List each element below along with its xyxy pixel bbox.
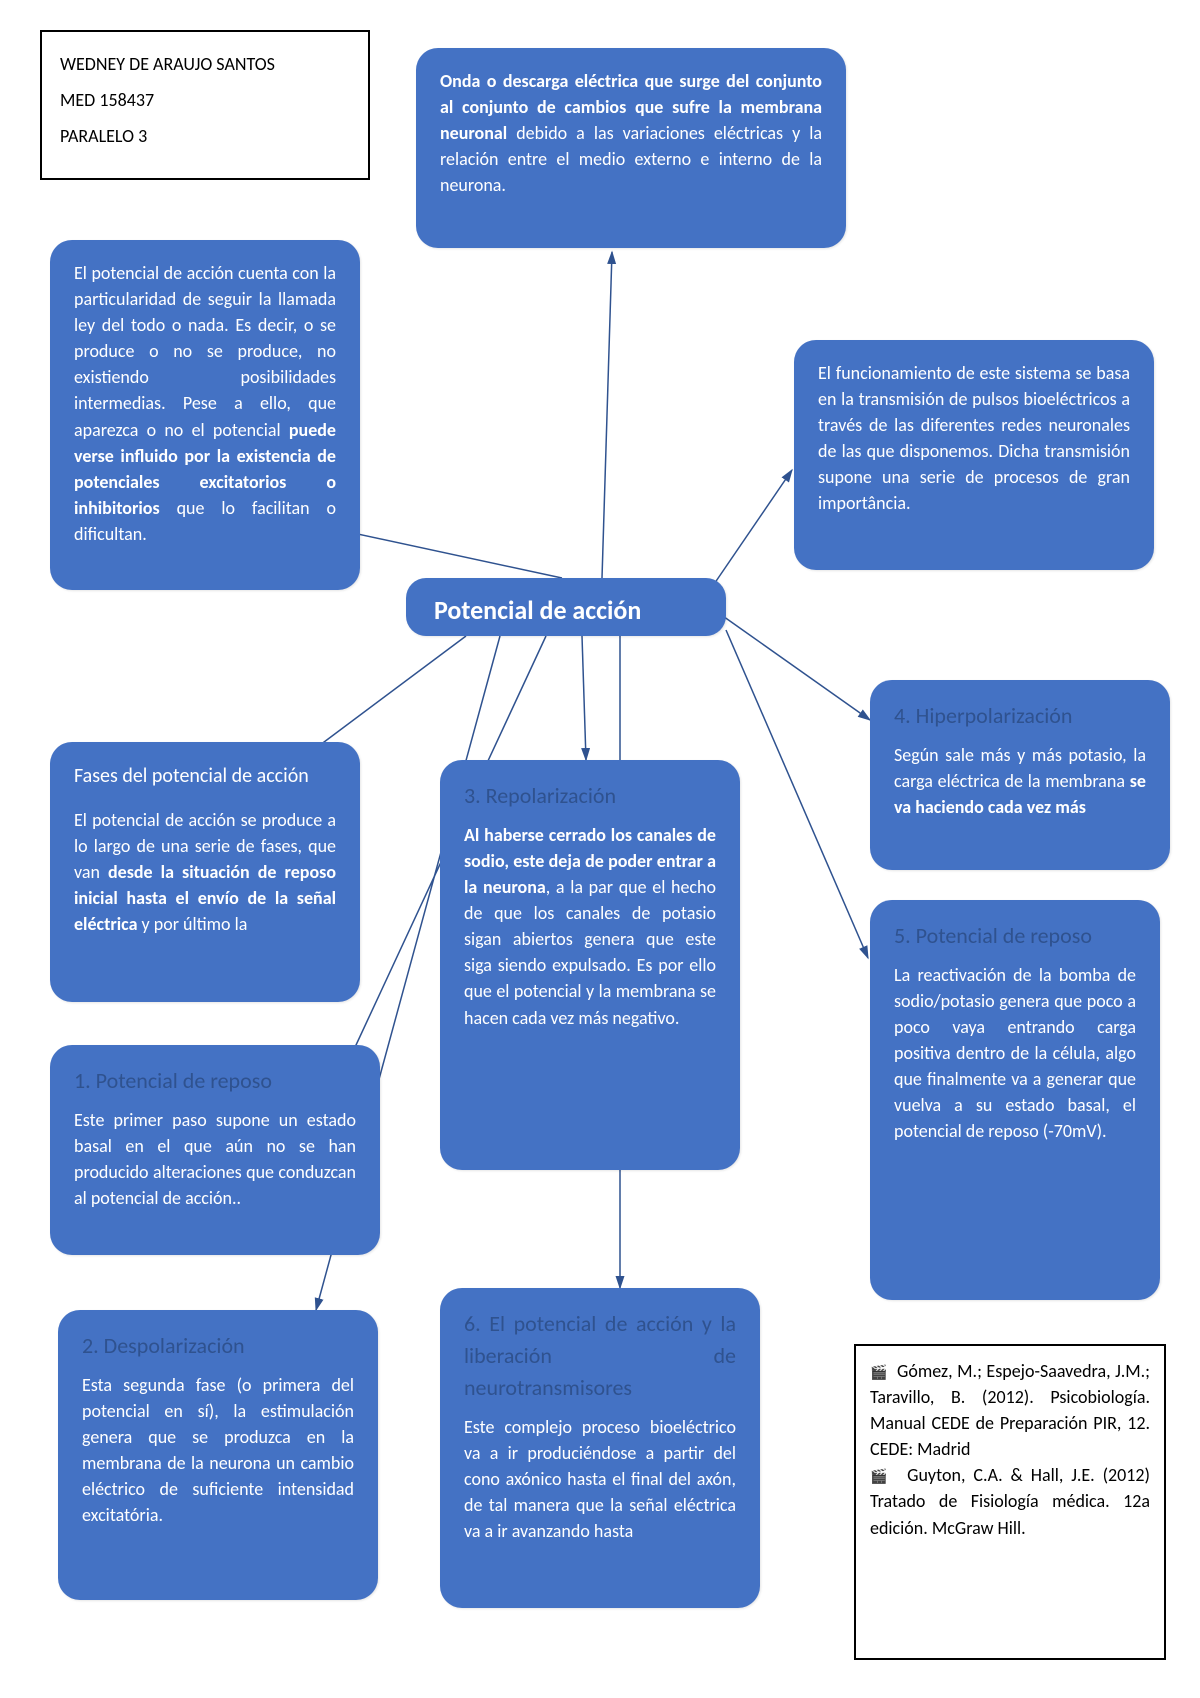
node-phase-2: 2. Despolarización Esta segunda fase (o … <box>58 1310 378 1600</box>
function-text: El funcionamiento de este sistema se bas… <box>818 362 1130 514</box>
author-group: PARALELO 3 <box>60 118 350 154</box>
node-law: El potencial de acción cuenta con la par… <box>50 240 360 590</box>
node-phases: Fases del potencial de acción El potenci… <box>50 742 360 1002</box>
ref-1: 🎬 Gómez, M.; Espejo-Saavedra, J.M.; Tara… <box>870 1358 1150 1462</box>
p4-a: Según sale más y más potasio, la carga e… <box>894 744 1146 792</box>
ref1-text: Gómez, M.; Espejo-Saavedra, J.M.; Taravi… <box>870 1360 1150 1460</box>
node-phase-4: 4. Hiperpolarización Según sale más y má… <box>870 680 1170 870</box>
p6-text: Este complejo proceso bioeléctrico va a … <box>464 1416 736 1542</box>
book-icon: 🎬 <box>870 1364 888 1381</box>
node-phase-6: 6. El potencial de acción y la liberació… <box>440 1288 760 1608</box>
book-icon: 🎬 <box>870 1468 891 1485</box>
p5-title: 5. Potencial de reposo <box>894 920 1136 952</box>
p2-title: 2. Despolarización <box>82 1330 354 1362</box>
node-phase-1: 1. Potencial de reposo Este primer paso … <box>50 1045 380 1255</box>
center-label: Potencial de acción <box>434 594 641 626</box>
p1-text: Este primer paso supone un estado basal … <box>74 1109 356 1209</box>
node-phase-3: 3. Repolarización Al haberse cerrado los… <box>440 760 740 1170</box>
diagram-canvas: WEDNEY DE ARAUJO SANTOS MED 158437 PARAL… <box>0 0 1200 1698</box>
phases-title: Fases del potencial de acción <box>74 762 336 791</box>
node-phase-5: 5. Potencial de reposo La reactivación d… <box>870 900 1160 1300</box>
p6-title: 6. El potencial de acción y la liberació… <box>464 1308 736 1404</box>
p1-title: 1. Potencial de reposo <box>74 1065 356 1097</box>
law-a: El potencial de acción cuenta con la par… <box>74 262 336 441</box>
references-box: 🎬 Gómez, M.; Espejo-Saavedra, J.M.; Tara… <box>854 1344 1166 1660</box>
p3-b: , a la par que el hecho de que los canal… <box>464 876 716 1028</box>
p2-text: Esta segunda fase (o primera del potenci… <box>82 1374 354 1526</box>
ref-2: 🎬 Guyton, C.A. & Hall, J.E. (2012) Trata… <box>870 1462 1150 1540</box>
author-id: MED 158437 <box>60 82 350 118</box>
node-definition: Onda o descarga eléctrica que surge del … <box>416 48 846 248</box>
phases-c: y por último la <box>137 913 247 935</box>
node-function: El funcionamiento de este sistema se bas… <box>794 340 1154 570</box>
author-box: WEDNEY DE ARAUJO SANTOS MED 158437 PARAL… <box>40 30 370 180</box>
p4-title: 4. Hiperpolarización <box>894 700 1146 732</box>
center-node: Potencial de acción <box>406 578 726 636</box>
author-name: WEDNEY DE ARAUJO SANTOS <box>60 46 350 82</box>
p5-text: La reactivación de la bomba de sodio/pot… <box>894 964 1136 1143</box>
ref2-text: Guyton, C.A. & Hall, J.E. (2012) Tratado… <box>870 1464 1150 1538</box>
p3-title: 3. Repolarización <box>464 780 716 812</box>
